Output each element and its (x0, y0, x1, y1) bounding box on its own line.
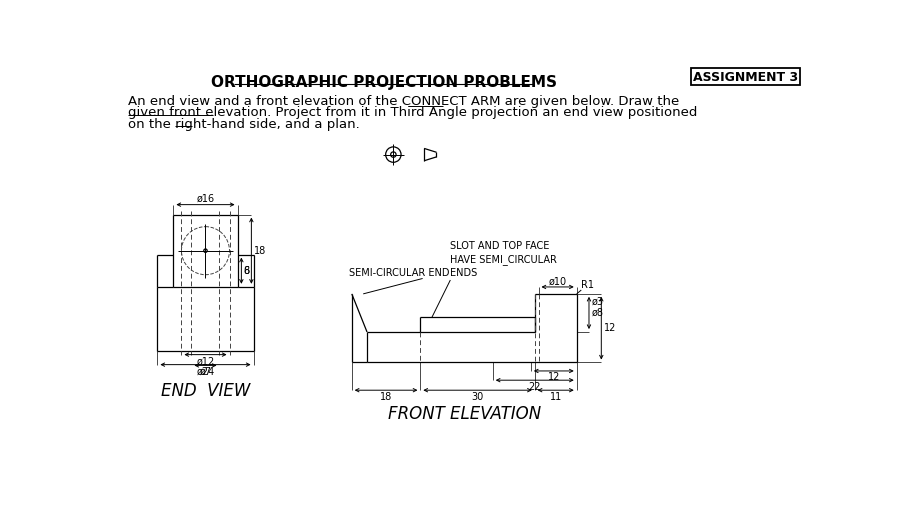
Text: ASSIGNMENT 3: ASSIGNMENT 3 (693, 71, 797, 84)
Text: ø10: ø10 (548, 276, 566, 286)
Text: 12: 12 (603, 323, 616, 333)
Text: SLOT AND TOP FACE
HAVE SEMI_CIRCULAR
ENDS: SLOT AND TOP FACE HAVE SEMI_CIRCULAR END… (450, 241, 557, 278)
Text: 8: 8 (244, 266, 250, 276)
Text: ø3: ø3 (592, 297, 603, 307)
Text: ø24: ø24 (196, 366, 215, 376)
Text: SEMI-CIRCULAR END: SEMI-CIRCULAR END (350, 269, 450, 278)
Text: ø7: ø7 (200, 367, 211, 377)
Text: 11: 11 (549, 392, 562, 402)
Text: 30: 30 (471, 392, 484, 402)
Text: END  VIEW: END VIEW (161, 382, 250, 399)
Text: 18: 18 (254, 246, 266, 255)
Text: FRONT ELEVATION: FRONT ELEVATION (387, 405, 541, 423)
Text: An end view and a front elevation of the CONNECT ARM are given below. Draw the: An end view and a front elevation of the… (129, 95, 680, 107)
Text: ORTHOGRAPHIC PROJECTION PROBLEMS: ORTHOGRAPHIC PROJECTION PROBLEMS (211, 74, 557, 90)
Text: R1: R1 (582, 280, 594, 290)
Text: given front elevation. Project from it in Third Angle projection an end view pos: given front elevation. Project from it i… (129, 106, 698, 119)
Text: 12: 12 (547, 372, 560, 382)
Text: on the right-hand side, and a plan.: on the right-hand side, and a plan. (129, 118, 360, 131)
Text: ø12: ø12 (196, 356, 215, 366)
Text: ø16: ø16 (196, 194, 215, 204)
Text: ø8: ø8 (592, 308, 603, 318)
Text: 18: 18 (380, 392, 392, 402)
Text: 6: 6 (244, 266, 250, 276)
Text: 22: 22 (529, 382, 541, 392)
FancyBboxPatch shape (690, 68, 800, 85)
